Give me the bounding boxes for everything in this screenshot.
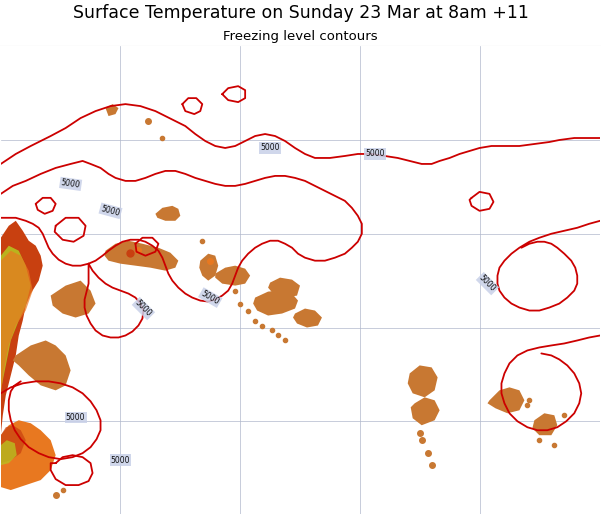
Polygon shape — [407, 365, 438, 397]
Text: 5000: 5000 — [66, 413, 85, 422]
Text: 5000: 5000 — [260, 143, 280, 153]
Polygon shape — [1, 420, 56, 490]
Text: 5000: 5000 — [111, 455, 130, 465]
Text: 5000: 5000 — [477, 273, 498, 293]
Polygon shape — [1, 221, 43, 435]
Polygon shape — [1, 440, 17, 465]
Polygon shape — [13, 340, 71, 390]
Polygon shape — [293, 308, 322, 327]
Polygon shape — [1, 246, 31, 390]
Polygon shape — [105, 241, 178, 271]
Text: 5000: 5000 — [60, 178, 81, 190]
Text: Freezing level contours: Freezing level contours — [223, 30, 378, 43]
Text: 5000: 5000 — [365, 150, 385, 158]
Text: 5000: 5000 — [100, 204, 121, 218]
Polygon shape — [156, 206, 180, 221]
Polygon shape — [532, 413, 557, 435]
Polygon shape — [487, 388, 525, 413]
Text: 5000: 5000 — [200, 289, 221, 306]
Polygon shape — [410, 397, 439, 425]
Polygon shape — [253, 290, 298, 316]
Polygon shape — [50, 281, 96, 318]
Polygon shape — [215, 266, 250, 286]
Text: Surface Temperature on Sunday 23 Mar at 8am +11: Surface Temperature on Sunday 23 Mar at … — [73, 4, 528, 22]
Polygon shape — [1, 251, 32, 395]
Text: 5000: 5000 — [133, 299, 153, 319]
Polygon shape — [200, 254, 218, 281]
Polygon shape — [268, 278, 300, 298]
Polygon shape — [106, 104, 118, 116]
Polygon shape — [1, 425, 26, 463]
